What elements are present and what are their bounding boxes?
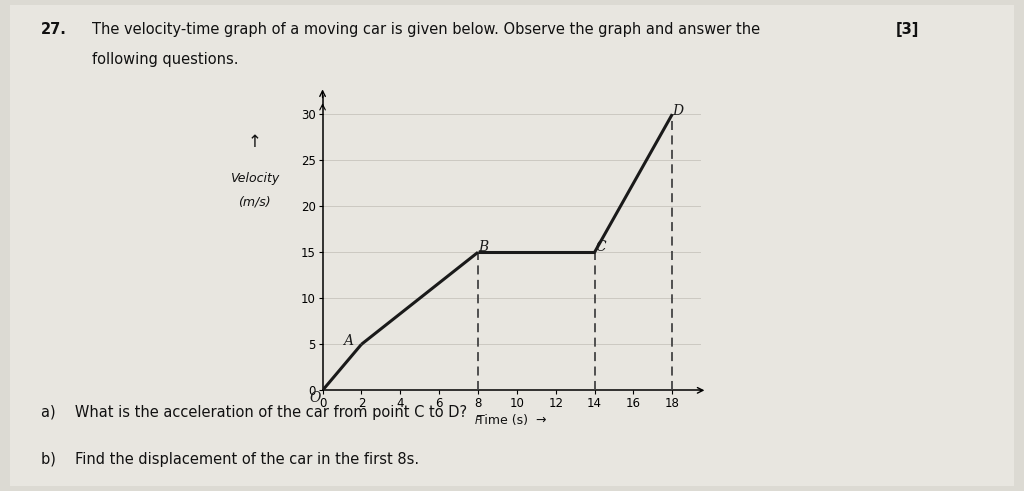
Text: ↑: ↑ xyxy=(248,133,261,151)
Text: B: B xyxy=(478,240,488,254)
Text: [3]: [3] xyxy=(896,22,920,37)
Text: D: D xyxy=(673,105,684,118)
Text: O: O xyxy=(309,391,321,405)
Text: F: F xyxy=(475,416,481,426)
Text: a)  What is the acceleration of the car from point C to D?: a) What is the acceleration of the car f… xyxy=(41,405,467,420)
Text: A: A xyxy=(343,333,353,348)
Text: Velocity: Velocity xyxy=(230,172,280,185)
Text: The velocity-time graph of a moving car is given below. Observe the graph and an: The velocity-time graph of a moving car … xyxy=(92,22,760,37)
Text: following questions.: following questions. xyxy=(92,52,239,67)
Text: b)  Find the displacement of the car in the first 8s.: b) Find the displacement of the car in t… xyxy=(41,452,419,467)
X-axis label: Time (s)  →: Time (s) → xyxy=(477,414,547,428)
Text: (m/s): (m/s) xyxy=(239,195,271,208)
Text: 27.: 27. xyxy=(41,22,67,37)
Text: C: C xyxy=(595,240,606,254)
